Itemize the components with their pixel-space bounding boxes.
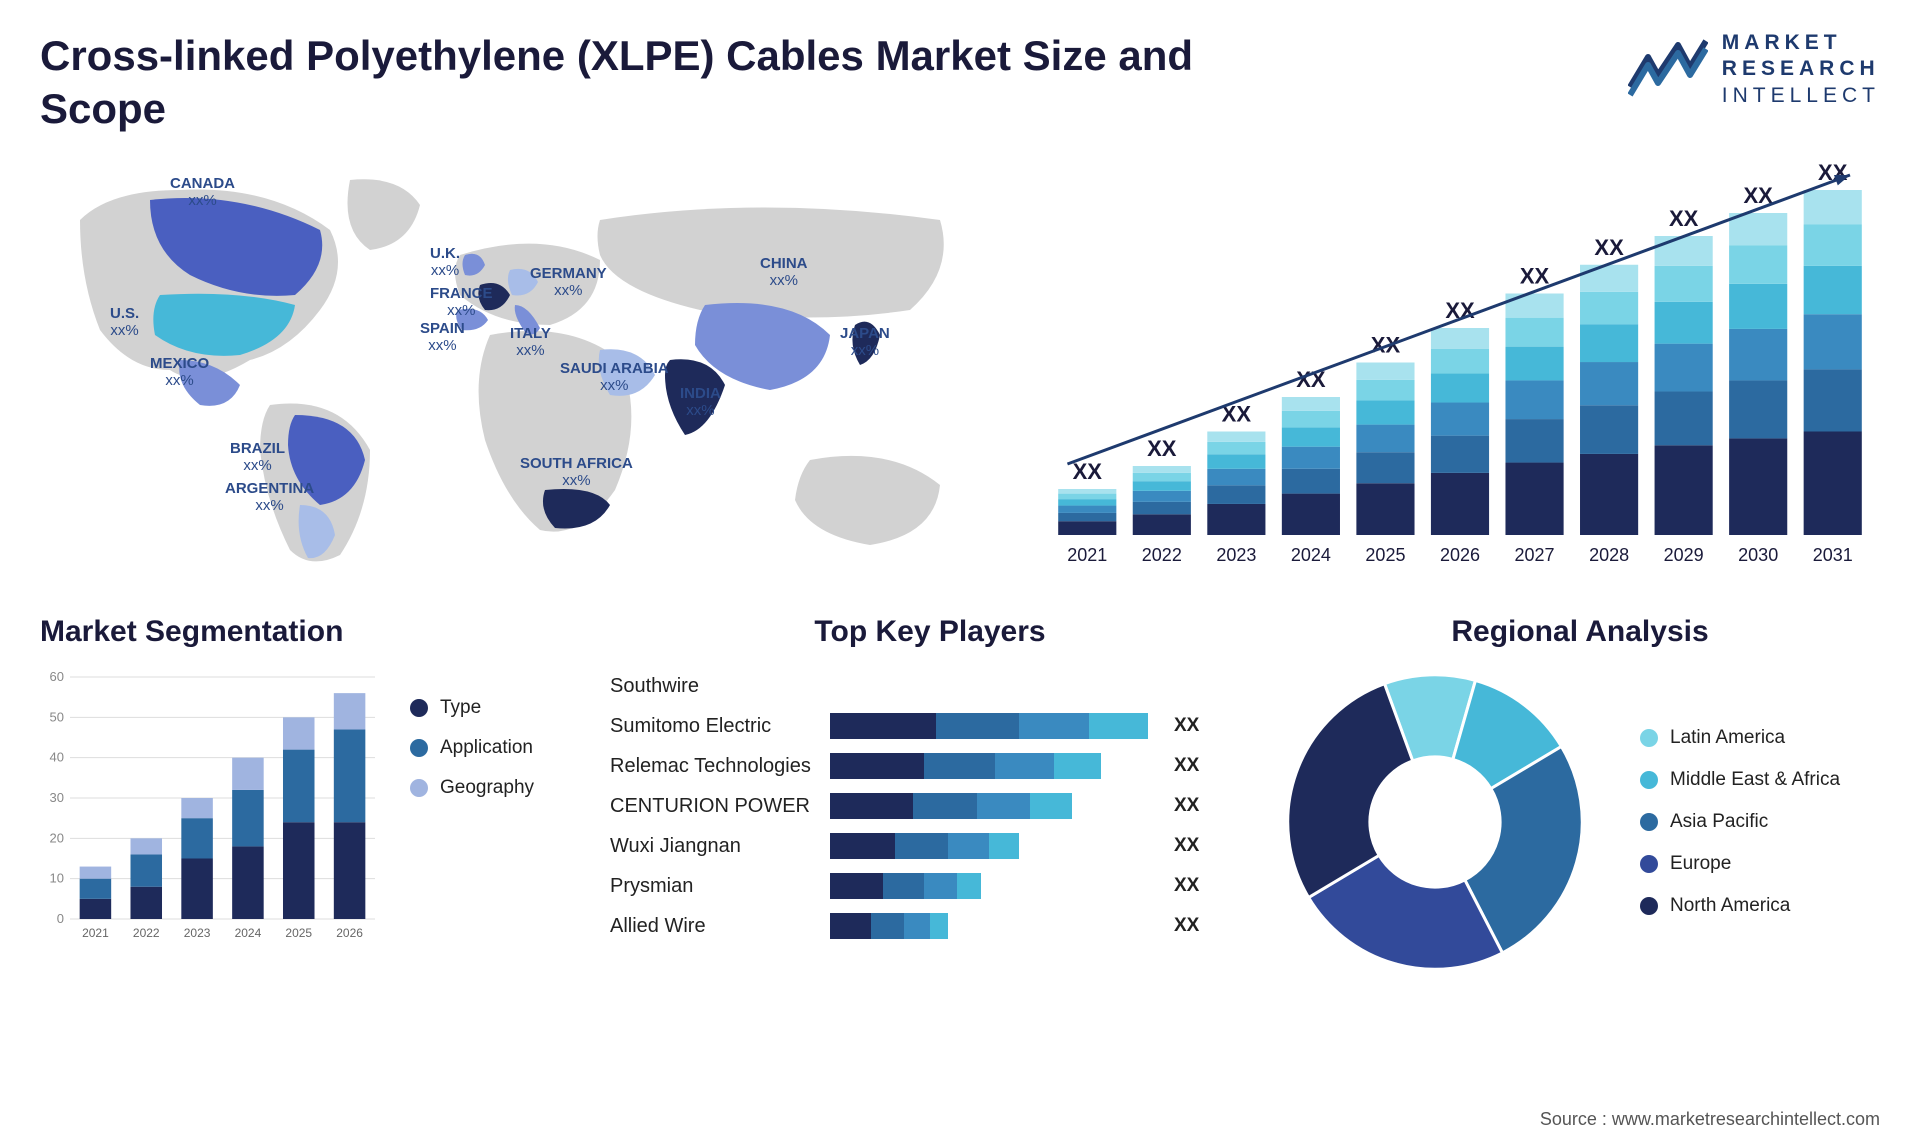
map-label: INDIAxx% <box>680 385 721 420</box>
svg-text:2024: 2024 <box>235 926 262 940</box>
svg-text:XX: XX <box>1594 235 1624 260</box>
map-label: BRAZILxx% <box>230 440 285 475</box>
svg-text:2023: 2023 <box>184 926 211 940</box>
svg-text:2021: 2021 <box>82 926 109 940</box>
player-row: Allied WireXX <box>610 907 1250 945</box>
segmentation-chart: 0 10 20 30 40 50 60 2021 2022 2023 2024 2025 2026 <box>40 667 380 947</box>
svg-text:2022: 2022 <box>133 926 160 940</box>
map-label: SOUTH AFRICAxx% <box>520 455 633 490</box>
map-label: FRANCExx% <box>430 285 493 320</box>
svg-text:2026: 2026 <box>336 926 363 940</box>
map-label: SAUDI ARABIAxx% <box>560 360 669 395</box>
logo-line1: MARKET <box>1722 30 1880 56</box>
map-label: CANADAxx% <box>170 175 235 210</box>
player-row: Sumitomo ElectricXX <box>610 707 1250 745</box>
legend-item: Application <box>410 737 534 759</box>
svg-text:2025: 2025 <box>285 926 312 940</box>
map-label: U.K.xx% <box>430 245 460 280</box>
svg-text:2029: 2029 <box>1664 545 1704 565</box>
regional-donut-chart <box>1280 667 1590 977</box>
brand-logo: MARKET RESEARCH INTELLECT <box>1628 30 1880 109</box>
segmentation-legend: Type Application Geography <box>410 697 534 799</box>
svg-text:2031: 2031 <box>1813 545 1853 565</box>
legend-item: Geography <box>410 777 534 799</box>
world-map: CANADAxx% U.S.xx% MEXICOxx% BRAZILxx% ARGENT… <box>40 160 1000 580</box>
svg-text:XX: XX <box>1147 436 1177 461</box>
legend-item: Europe <box>1640 853 1840 875</box>
map-label: CHINAxx% <box>760 255 808 290</box>
player-row: Wuxi JiangnanXX <box>610 827 1250 865</box>
logo-line2: RESEARCH <box>1722 56 1880 82</box>
svg-text:2027: 2027 <box>1515 545 1555 565</box>
key-players-title: Top Key Players <box>610 615 1250 649</box>
svg-text:2022: 2022 <box>1142 545 1182 565</box>
player-row: PrysmianXX <box>610 867 1250 905</box>
svg-text:0: 0 <box>57 911 64 926</box>
legend-item: Latin America <box>1640 727 1840 749</box>
svg-text:XX: XX <box>1669 206 1699 231</box>
svg-text:60: 60 <box>50 669 64 684</box>
map-label: ARGENTINAxx% <box>225 480 314 515</box>
svg-text:2021: 2021 <box>1067 545 1107 565</box>
map-label: JAPANxx% <box>840 325 890 360</box>
page-title: Cross-linked Polyethylene (XLPE) Cables … <box>40 30 1240 135</box>
svg-text:2024: 2024 <box>1291 545 1331 565</box>
map-label: SPAINxx% <box>420 320 465 355</box>
svg-text:2025: 2025 <box>1365 545 1405 565</box>
legend-item: Type <box>410 697 534 719</box>
map-label: GERMANYxx% <box>530 265 607 300</box>
regional-legend: Latin America Middle East & Africa Asia Pa… <box>1640 727 1840 917</box>
svg-text:2030: 2030 <box>1738 545 1778 565</box>
svg-text:40: 40 <box>50 750 64 765</box>
svg-text:50: 50 <box>50 709 64 724</box>
map-label: U.S.xx% <box>110 305 139 340</box>
segmentation-title: Market Segmentation <box>40 615 580 649</box>
svg-text:10: 10 <box>50 871 64 886</box>
svg-text:30: 30 <box>50 790 64 805</box>
svg-text:XX: XX <box>1073 459 1103 484</box>
legend-item: Asia Pacific <box>1640 811 1840 833</box>
svg-text:20: 20 <box>50 830 64 845</box>
player-row: Southwire <box>610 667 1250 705</box>
map-label: ITALYxx% <box>510 325 551 360</box>
regional-title: Regional Analysis <box>1280 615 1880 649</box>
map-label: MEXICOxx% <box>150 355 209 390</box>
legend-item: Middle East & Africa <box>1640 769 1840 791</box>
player-row: CENTURION POWERXX <box>610 787 1250 825</box>
svg-text:2023: 2023 <box>1216 545 1256 565</box>
key-players-chart: SouthwireSumitomo ElectricXXRelemac Tech… <box>610 667 1250 945</box>
logo-line3: INTELLECT <box>1722 83 1880 109</box>
svg-text:2026: 2026 <box>1440 545 1480 565</box>
source-text: Source : www.marketresearchintellect.com <box>1540 1109 1880 1130</box>
growth-bar-chart: XX2021XX2022XX2023XX2024XX2025XX2026XX20… <box>1040 160 1880 580</box>
svg-text:2028: 2028 <box>1589 545 1629 565</box>
legend-item: North America <box>1640 895 1840 917</box>
player-row: Relemac TechnologiesXX <box>610 747 1250 785</box>
svg-text:XX: XX <box>1520 264 1550 289</box>
